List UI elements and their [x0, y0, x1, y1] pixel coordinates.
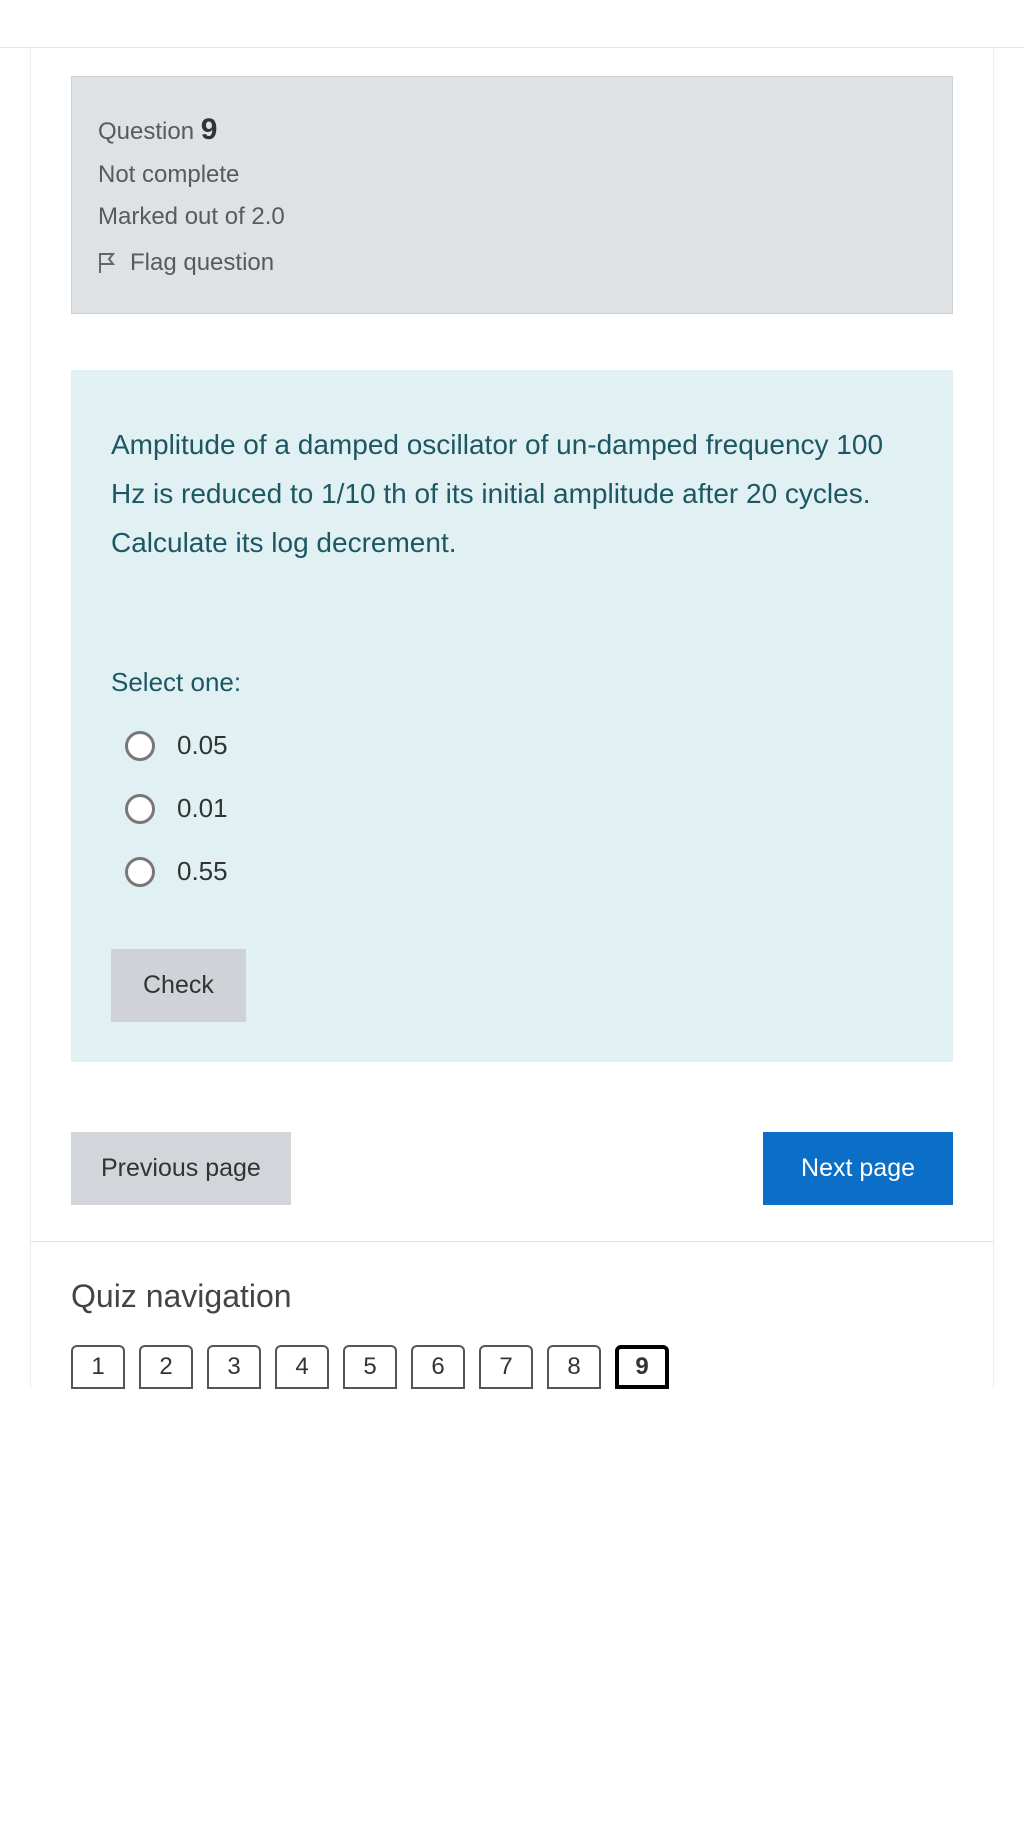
- page-wrap: Question 9 Not complete Marked out of 2.…: [0, 48, 1024, 1389]
- option-label: 0.05: [177, 730, 228, 761]
- question-label: Question: [98, 118, 194, 145]
- option-row-0[interactable]: 0.05: [125, 730, 913, 761]
- next-page-button[interactable]: Next page: [763, 1132, 953, 1205]
- option-row-1[interactable]: 0.01: [125, 793, 913, 824]
- question-info-box: Question 9 Not complete Marked out of 2.…: [71, 76, 953, 314]
- quiz-nav-item-4[interactable]: 4: [275, 1345, 329, 1389]
- previous-page-button[interactable]: Previous page: [71, 1132, 291, 1205]
- select-one-label: Select one:: [111, 667, 913, 698]
- question-number-line: Question 9: [98, 113, 926, 147]
- radio-icon[interactable]: [125, 731, 155, 761]
- flag-question-link[interactable]: Flag question: [98, 249, 926, 277]
- option-row-2[interactable]: 0.55: [125, 856, 913, 887]
- quiz-nav-item-9[interactable]: 9: [615, 1345, 669, 1389]
- quiz-nav-item-5[interactable]: 5: [343, 1345, 397, 1389]
- question-box: Amplitude of a damped oscillator of un-d…: [71, 370, 953, 1062]
- option-label: 0.55: [177, 856, 228, 887]
- quiz-nav-item-1[interactable]: 1: [71, 1345, 125, 1389]
- question-number: 9: [201, 113, 218, 146]
- divider: [31, 1241, 993, 1242]
- quiz-nav-item-2[interactable]: 2: [139, 1345, 193, 1389]
- option-label: 0.01: [177, 793, 228, 824]
- quiz-nav-item-6[interactable]: 6: [411, 1345, 465, 1389]
- flag-question-label: Flag question: [130, 249, 274, 277]
- flag-icon: [98, 251, 118, 275]
- question-marks: Marked out of 2.0: [98, 203, 926, 231]
- content-card: Question 9 Not complete Marked out of 2.…: [30, 48, 994, 1389]
- check-button[interactable]: Check: [111, 949, 246, 1022]
- question-status: Not complete: [98, 161, 926, 189]
- page-nav-row: Previous page Next page: [71, 1132, 953, 1205]
- quiz-nav-item-8[interactable]: 8: [547, 1345, 601, 1389]
- quiz-nav-item-7[interactable]: 7: [479, 1345, 533, 1389]
- top-bar: [0, 0, 1024, 48]
- quiz-navigation-title: Quiz navigation: [71, 1278, 953, 1315]
- quiz-navigation-row: 123456789: [71, 1345, 953, 1389]
- quiz-nav-item-3[interactable]: 3: [207, 1345, 261, 1389]
- question-text: Amplitude of a damped oscillator of un-d…: [111, 420, 913, 567]
- radio-icon[interactable]: [125, 794, 155, 824]
- radio-icon[interactable]: [125, 857, 155, 887]
